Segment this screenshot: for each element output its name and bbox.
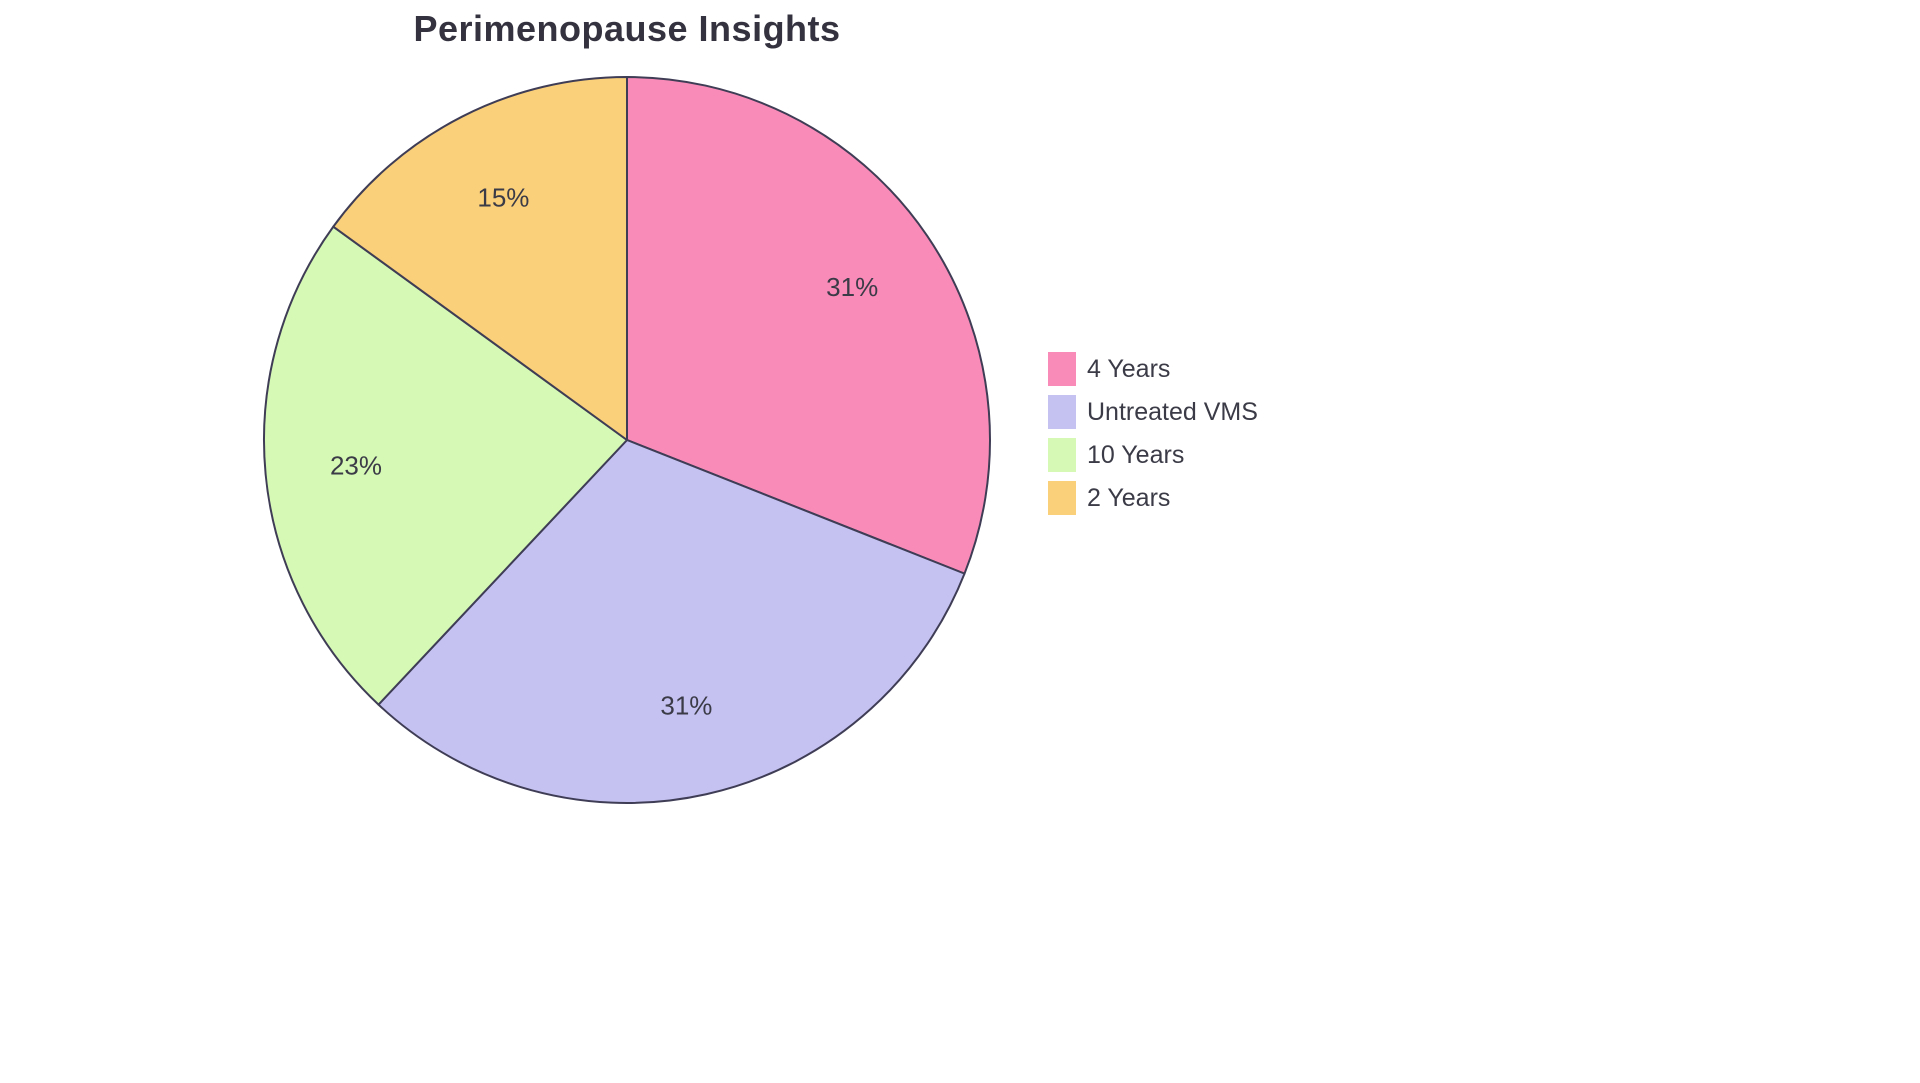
legend-label: 4 Years: [1087, 354, 1171, 383]
legend-swatch: [1048, 481, 1076, 515]
slice-percent-label: 31%: [660, 691, 712, 721]
pie-slice-4-years: [626, 76, 991, 575]
slice-percent-label: 31%: [826, 272, 878, 302]
chart-title: Perimenopause Insights: [413, 8, 841, 49]
legend-swatch: [1048, 438, 1076, 472]
legend-swatch: [1048, 395, 1076, 429]
legend-label: 10 Years: [1087, 440, 1185, 469]
pie-slice-10-years: [263, 225, 628, 706]
legend-swatch: [1048, 352, 1076, 386]
slice-percent-label: 15%: [477, 182, 529, 212]
legend-item-untreated-vms: Untreated VMS: [1048, 395, 1258, 429]
pie-slice-2-years: [332, 76, 628, 441]
legend-label: 2 Years: [1087, 483, 1171, 512]
legend-item-4-years: 4 Years: [1048, 352, 1258, 386]
legend-item-10-years: 10 Years: [1048, 438, 1258, 472]
pie-slice-untreated-vms: [377, 439, 966, 804]
slice-percent-label: 23%: [330, 451, 382, 481]
legend-item-2-years: 2 Years: [1048, 481, 1258, 515]
legend-label: Untreated VMS: [1087, 397, 1258, 426]
legend: 4 Years Untreated VMS 10 Years 2 Years: [1048, 352, 1258, 515]
